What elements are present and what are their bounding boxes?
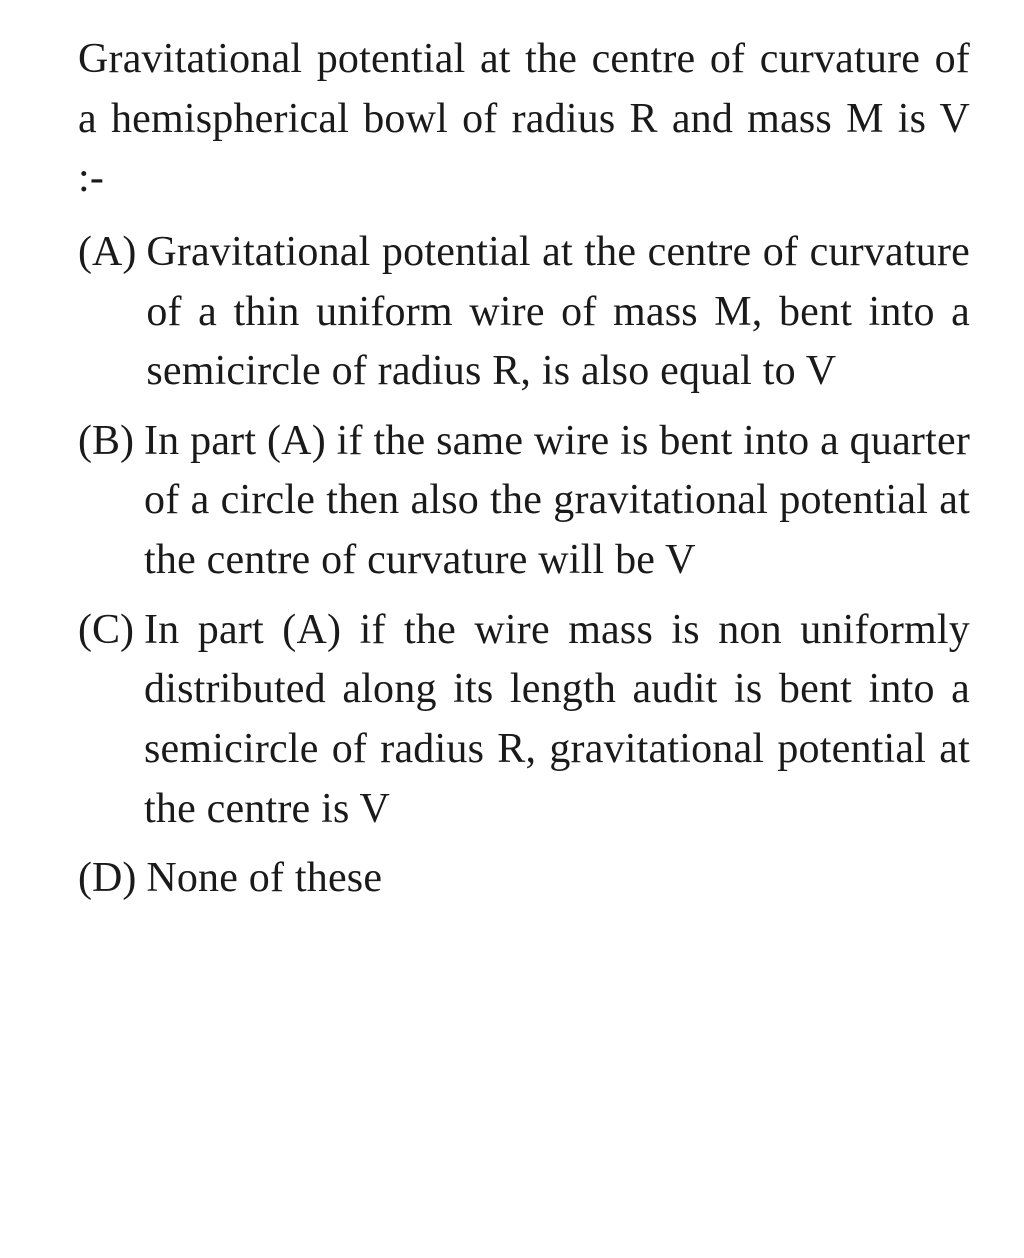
option-b-text: In part (A) if the same wire is bent int… <box>134 412 970 591</box>
option-a-text: Gravitational potential at the centre of… <box>136 223 970 402</box>
question-stem: Gravitational potential at the centre of… <box>78 30 970 209</box>
option-a-label: (A) <box>78 223 136 402</box>
option-c-label: (C) <box>78 601 134 840</box>
option-c-text: In part (A) if the wire mass is non unif… <box>134 601 970 840</box>
option-d-label: (D) <box>78 849 136 909</box>
option-b: (B) In part (A) if the same wire is bent… <box>78 412 970 591</box>
option-a: (A) Gravitational potential at the centr… <box>78 223 970 402</box>
option-c: (C) In part (A) if the wire mass is non … <box>78 601 970 840</box>
option-b-label: (B) <box>78 412 134 591</box>
option-d-text: None of these <box>136 849 970 909</box>
option-d: (D) None of these <box>78 849 970 909</box>
page: Gravitational potential at the centre of… <box>0 0 1024 949</box>
